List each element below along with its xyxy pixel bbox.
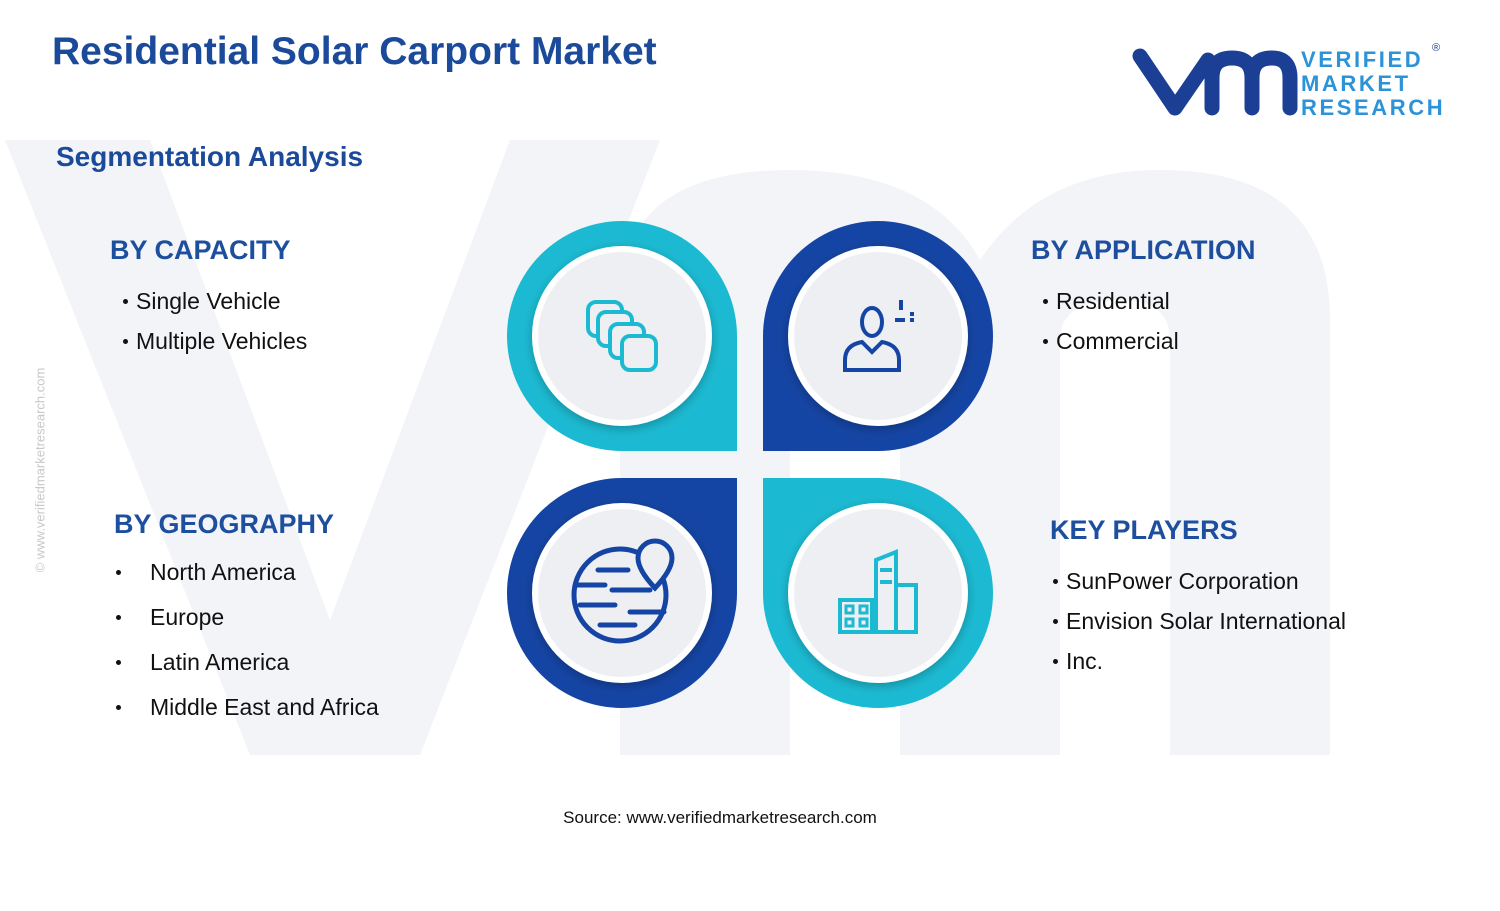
logo-text: MARKET (1301, 71, 1411, 96)
icon-part (620, 334, 658, 372)
segment-list: North America Europe Latin America Middl… (115, 559, 379, 739)
segment-list: Residential Commercial (1040, 288, 1179, 368)
icon-part (858, 617, 869, 628)
icon-part (573, 567, 667, 628)
segment-heading: BY APPLICATION (1031, 235, 1256, 265)
segment-heading: KEY PLAYERS (1050, 515, 1238, 545)
segment-item: North America (115, 559, 379, 604)
segment-emblem (507, 478, 737, 708)
segment-list: Single Vehicle Multiple Vehicles (120, 288, 307, 368)
logo-registered: ® (1432, 42, 1441, 54)
icon-part (858, 604, 869, 615)
source: Source: www.verifiedmarketresearch.com (563, 808, 877, 827)
segment-heading: BY GEOGRAPHY (114, 509, 335, 539)
segment-item: Envision Solar International (1050, 608, 1346, 648)
segment-list: SunPower Corporation Envision Solar Inte… (1050, 568, 1346, 688)
segment-item: Europe (115, 604, 379, 649)
subtitle: Segmentation Analysis (56, 141, 364, 172)
segment-item: Latin America (115, 649, 379, 694)
segment-item: SunPower Corporation (1050, 568, 1346, 608)
icon-part (635, 538, 675, 592)
segment-item: Inc. (1050, 648, 1346, 688)
icon-part (838, 549, 918, 634)
emblem-inner (788, 246, 968, 426)
segment-item: Multiple Vehicles (120, 328, 307, 368)
icon-part (843, 306, 901, 372)
emblem-inner (532, 503, 712, 683)
icon-part (844, 604, 855, 615)
logo-text: VERIFIED (1301, 47, 1424, 72)
watermark: © www.verifiedmarketresearch.com (32, 367, 48, 573)
logo-text: RESEARCH (1301, 95, 1446, 120)
segment-emblem (507, 221, 737, 451)
icon-part (571, 546, 669, 644)
logo-mark (1132, 48, 1298, 116)
title: Residential Solar Carport Market (52, 30, 657, 73)
segment-item: Middle East and Africa (115, 694, 379, 739)
segment-item: Single Vehicle (120, 288, 307, 328)
segment-emblem (763, 221, 993, 451)
segment-item: Commercial (1040, 328, 1179, 368)
segment-heading: BY CAPACITY (110, 235, 291, 265)
icon-part (895, 300, 914, 322)
segment-emblem (763, 478, 993, 708)
segment-item: Residential (1040, 288, 1179, 328)
icon-part (844, 617, 855, 628)
